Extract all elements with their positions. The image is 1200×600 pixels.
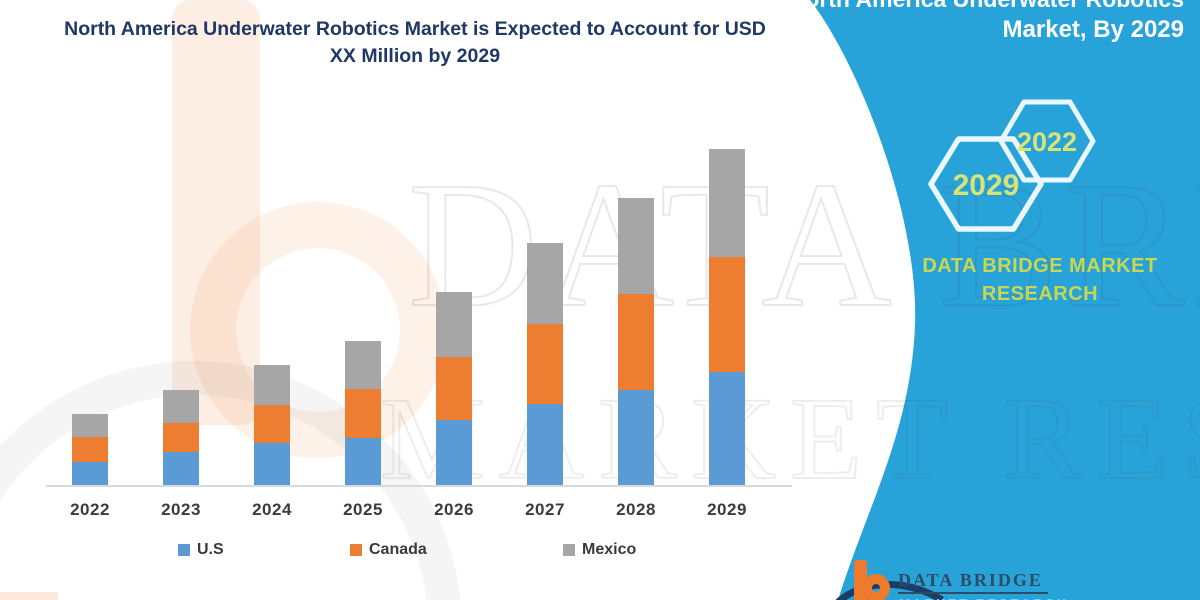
chart-title-line1: North America Underwater Robotics Market… [64,18,766,40]
bar-segment-canada [163,423,199,452]
x-axis-labels: 2022 2023 2024 2025 2026 2027 2028 2029 [46,500,792,524]
footer-logo-subtitle: MARKET RESEARCH [899,596,1069,600]
bar-segment-mexico [345,341,381,389]
plot-area [46,140,792,487]
bar-group-2024 [254,365,290,485]
legend-label: U.S [197,541,224,558]
bar-segment-us [163,452,199,485]
bar-segment-canada [709,257,745,372]
x-axis-label: 2024 [252,500,292,519]
bar-group-2025 [345,341,381,485]
brand-name-line1: DATA BRIDGE MARKET [922,255,1158,277]
x-axis-label: 2028 [616,500,656,519]
side-panel-heading: North America Underwater Robotics Market… [754,0,1184,46]
x-axis-label: 2022 [70,500,110,519]
footer-logo-divider [898,592,1048,594]
bar-segment-us [618,390,654,485]
brand-name-line2: RESEARCH [981,283,1099,305]
bar-segment-mexico [527,243,563,324]
bar-segment-mexico [436,292,472,357]
bar-segment-us [436,420,472,485]
legend-swatch [178,544,190,556]
chart-title-line2: XX Million by 2029 [329,45,501,67]
bar-segment-us [527,404,563,485]
legend-item-us: U.S [178,541,224,559]
chart-legend: U.S Canada Mexico [0,541,800,565]
bar-segment-canada [527,324,563,404]
bar-segment-mexico [709,149,745,257]
bar-segment-canada [436,357,472,420]
chart-title: North America Underwater Robotics Market… [25,16,805,70]
x-axis-label: 2029 [707,500,747,519]
bar-group-2028 [618,198,654,485]
bar-segment-mexico [618,198,654,294]
x-axis-line [46,485,792,487]
legend-swatch [350,544,362,556]
bar-segment-us [72,462,108,485]
x-axis-label: 2026 [434,500,474,519]
bar-segment-mexico [163,390,199,423]
hexagon-2022-label: 2022 [1017,127,1077,157]
brand-name: DATA BRIDGE MARKET RESEARCH [890,252,1190,308]
logo-b-bowl-icon [862,574,890,600]
bar-segment-us [345,438,381,485]
legend-item-canada: Canada [350,541,427,559]
bar-segment-canada [618,294,654,390]
bar-segment-us [254,443,290,485]
bar-segment-canada [345,389,381,438]
footer-logo-name: DATA BRIDGE [898,570,1043,590]
bar-group-2026 [436,292,472,485]
bar-group-2029 [709,149,745,485]
legend-label: Canada [369,541,427,558]
bar-segment-canada [72,437,108,462]
legend-label: Mexico [582,541,637,558]
legend-item-mexico: Mexico [563,541,636,559]
bar-group-2022 [72,414,108,485]
legend-swatch [563,544,575,556]
bar-segment-us [709,372,745,485]
watermark-strip [0,592,58,600]
forecast-hexagons: 2029 2022 [928,99,1096,232]
bar-group-2023 [163,390,199,485]
side-panel-heading-line2: Market, By 2029 [1002,16,1184,43]
x-axis-label: 2027 [525,500,565,519]
bar-segment-mexico [72,414,108,437]
x-axis-label: 2023 [161,500,201,519]
footer-logo: DATA BRIDGE MARKET RESEARCH [835,556,1168,600]
bar-segment-mexico [254,365,290,405]
x-axis-label: 2025 [343,500,383,519]
bar-group-2027 [527,243,563,485]
side-panel-heading-line1: North America Underwater Robotics [754,0,1184,14]
hexagon-2029-label: 2029 [953,169,1020,202]
bar-segment-canada [254,405,290,443]
